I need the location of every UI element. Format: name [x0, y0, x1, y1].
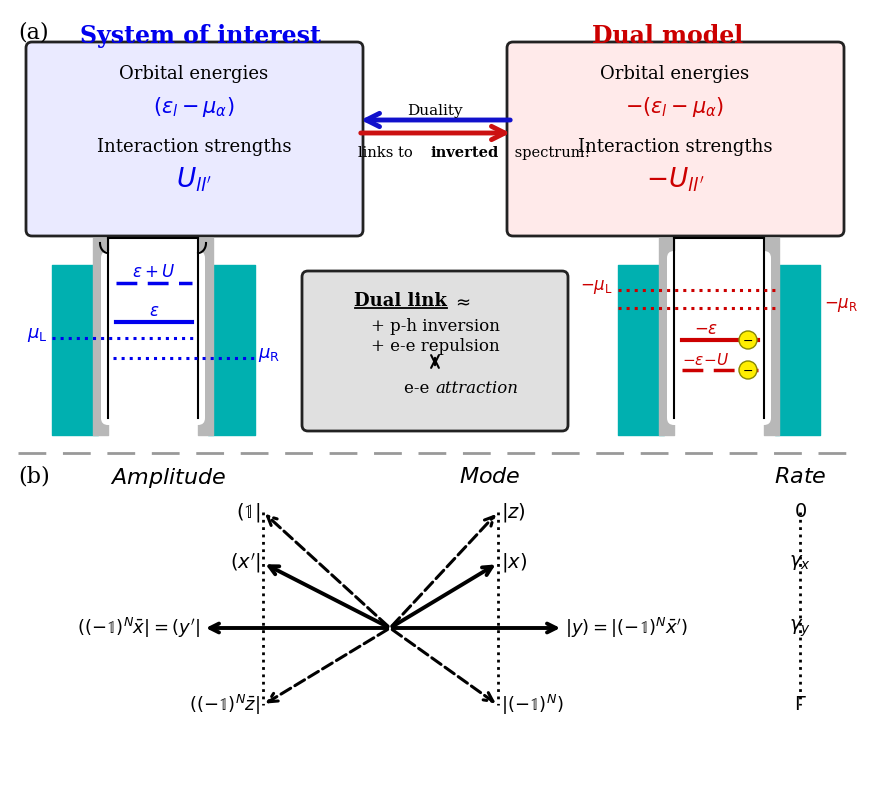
Text: $\gamma_y$: $\gamma_y$	[788, 618, 810, 638]
Text: $\mathit{Amplitude}$: $\mathit{Amplitude}$	[109, 466, 226, 490]
Text: $(\epsilon_l - \mu_\alpha)$: $(\epsilon_l - \mu_\alpha)$	[153, 95, 235, 119]
Text: + p-h inversion: + p-h inversion	[370, 318, 499, 335]
Text: attraction: attraction	[434, 380, 517, 397]
Text: System of interest: System of interest	[79, 24, 320, 48]
Text: Duality: Duality	[407, 104, 462, 118]
Text: $-\mu_\mathrm{R}$: $-\mu_\mathrm{R}$	[823, 296, 858, 314]
Text: $\mathit{Rate}$: $\mathit{Rate}$	[773, 466, 826, 488]
Text: $(x'|$: $(x'|$	[229, 551, 260, 575]
Text: $-(\epsilon_l - \mu_\alpha)$: $-(\epsilon_l - \mu_\alpha)$	[625, 95, 724, 119]
Text: $-\epsilon$: $-\epsilon$	[693, 321, 717, 338]
Text: $((-\mathbb{1})^N\bar{x}|{=}(y'|$: $((-\mathbb{1})^N\bar{x}|{=}(y'|$	[77, 616, 200, 640]
Text: $\approx$: $\approx$	[452, 292, 470, 310]
Text: + e-e repulsion: + e-e repulsion	[370, 338, 499, 355]
Text: links to: links to	[357, 146, 417, 160]
Circle shape	[738, 361, 756, 379]
FancyBboxPatch shape	[26, 42, 362, 236]
Text: $(\mathbb{1}|$: $(\mathbb{1}|$	[235, 500, 260, 524]
Text: $-\epsilon\!-\!U$: $-\epsilon\!-\!U$	[681, 352, 729, 368]
FancyBboxPatch shape	[667, 251, 770, 425]
Text: e-e: e-e	[404, 380, 434, 397]
Text: Interaction strengths: Interaction strengths	[96, 138, 291, 156]
FancyBboxPatch shape	[302, 271, 567, 431]
Text: $|y){=}|(-\mathbb{1})^N\bar{x}')$: $|y){=}|(-\mathbb{1})^N\bar{x}')$	[564, 616, 687, 640]
Circle shape	[738, 331, 756, 349]
Text: Orbital energies: Orbital energies	[119, 65, 269, 83]
Text: Orbital energies: Orbital energies	[600, 65, 749, 83]
Text: $|x)$: $|x)$	[501, 552, 527, 574]
Text: $\mu_\mathrm{L}$: $\mu_\mathrm{L}$	[27, 326, 48, 344]
Text: Dual link: Dual link	[353, 292, 446, 310]
Text: $\mu_\mathrm{R}$: $\mu_\mathrm{R}$	[258, 346, 280, 364]
Text: spectrum!: spectrum!	[509, 146, 590, 160]
Text: (b): (b)	[18, 465, 50, 487]
FancyBboxPatch shape	[507, 42, 843, 236]
Text: $0$: $0$	[793, 503, 806, 521]
Text: $-U_{ll'}$: $-U_{ll'}$	[645, 165, 703, 193]
Text: $U_{ll'}$: $U_{ll'}$	[176, 165, 212, 193]
Text: $-\mu_\mathrm{L}$: $-\mu_\mathrm{L}$	[580, 278, 613, 296]
Text: inverted: inverted	[429, 146, 498, 160]
Text: Interaction strengths: Interaction strengths	[577, 138, 772, 156]
Text: $\epsilon$: $\epsilon$	[149, 303, 159, 320]
Text: $\mathit{Mode}$: $\mathit{Mode}$	[459, 466, 521, 488]
Text: $-$: $-$	[741, 363, 753, 376]
Text: $\epsilon + U$: $\epsilon + U$	[132, 264, 176, 281]
Text: $\gamma_x$: $\gamma_x$	[788, 553, 810, 573]
Text: (a): (a)	[18, 22, 49, 44]
Text: Dual model: Dual model	[592, 24, 743, 48]
Text: $-$: $-$	[741, 334, 753, 346]
Text: $\Gamma$: $\Gamma$	[793, 696, 806, 714]
Text: $|z)$: $|z)$	[501, 500, 525, 524]
Text: $((-\mathbb{1})^N\bar{z}|$: $((-\mathbb{1})^N\bar{z}|$	[189, 693, 260, 717]
FancyBboxPatch shape	[101, 251, 205, 425]
Text: $|(-\mathbb{1})^N)$: $|(-\mathbb{1})^N)$	[501, 693, 563, 717]
